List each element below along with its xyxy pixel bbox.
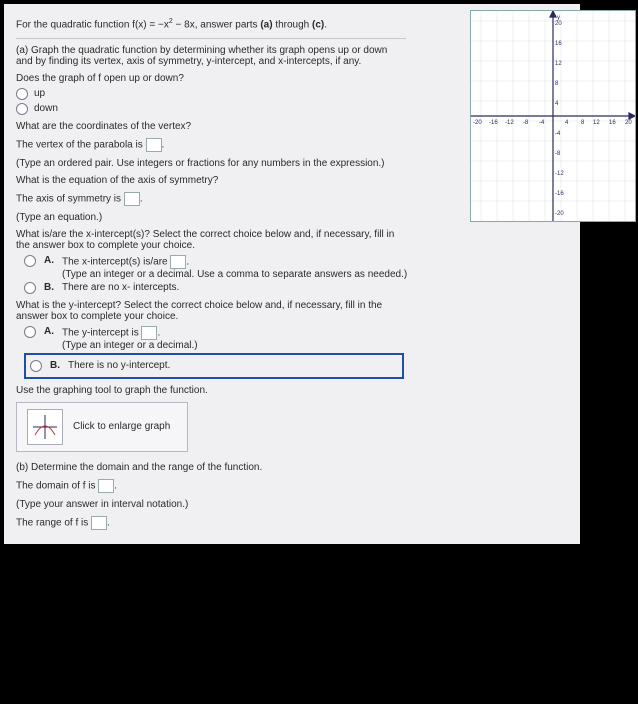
choice-label: A. — [44, 326, 54, 351]
yint-a-hint: (Type an integer or a decimal.) — [62, 340, 570, 351]
svg-text:16: 16 — [555, 41, 562, 47]
yint-choice-b-selected[interactable]: B. There is no y-intercept. — [24, 353, 404, 379]
domain-text: The domain of f is — [16, 480, 95, 491]
svg-text:-12: -12 — [505, 120, 514, 126]
radio-icon — [16, 88, 28, 100]
radio-label: up — [34, 88, 45, 99]
radio-icon — [24, 282, 36, 294]
graph-thumbnail-icon — [27, 409, 63, 445]
choice-label: A. — [44, 255, 54, 280]
enlarge-graph-button[interactable]: Click to enlarge graph — [16, 402, 188, 452]
svg-text:12: 12 — [555, 61, 562, 67]
axis-hint: (Type an equation.) — [16, 212, 396, 223]
part-a-intro: (a) Graph the quadratic function by dete… — [16, 45, 396, 67]
xint-a-hint: (Type an integer or a decimal. Use a com… — [62, 269, 570, 280]
axis-line-text: The axis of symmetry is — [16, 193, 121, 204]
domain-input[interactable] — [98, 479, 114, 493]
vertex-line-text: The vertex of the parabola is — [16, 139, 143, 150]
svg-text:-16: -16 — [555, 191, 564, 197]
radio-icon — [24, 326, 36, 338]
domain-hint: (Type your answer in interval notation.) — [16, 499, 396, 510]
yint-b-text: There is no y-intercept. — [68, 360, 398, 372]
domain-line: The domain of f is . — [16, 479, 396, 493]
x-intercept-question: What is/are the x-intercept(s)? Select t… — [16, 229, 396, 251]
vertex-hint: (Type an ordered pair. Use integers or f… — [16, 158, 396, 169]
axis-input[interactable] — [124, 192, 140, 206]
coordinate-graph[interactable]: y 2016 128 4 -4-8 -12-16 -20 -20-16 -12-… — [470, 10, 636, 222]
svg-text:12: 12 — [593, 120, 600, 126]
svg-text:-8: -8 — [523, 120, 529, 126]
question-stem: For the quadratic function f(x) = −x2 − … — [16, 18, 396, 32]
graph-tool-instruction: Use the graphing tool to graph the funct… — [16, 385, 396, 396]
yint-a-text: The y-intercept is — [62, 327, 139, 338]
svg-text:-16: -16 — [489, 120, 498, 126]
svg-text:-20: -20 — [555, 211, 564, 217]
radio-icon — [16, 103, 28, 115]
yint-input[interactable] — [141, 326, 157, 340]
svg-text:-20: -20 — [473, 120, 482, 126]
axis-question: What is the equation of the axis of symm… — [16, 175, 396, 186]
axis-answer-line: The axis of symmetry is . — [16, 192, 396, 206]
range-line: The range of f is . — [16, 516, 396, 530]
xint-choice-b[interactable]: B. There are no x- intercepts. — [24, 282, 570, 294]
xint-choice-a[interactable]: A. The x-intercept(s) is/are . (Type an … — [24, 255, 570, 280]
vertex-input[interactable] — [146, 138, 162, 152]
svg-text:-4: -4 — [555, 131, 561, 137]
y-intercept-question: What is the y-intercept? Select the corr… — [16, 300, 396, 322]
vertex-answer-line: The vertex of the parabola is . — [16, 138, 396, 152]
enlarge-label: Click to enlarge graph — [73, 421, 170, 432]
range-input[interactable] — [91, 516, 107, 530]
open-up-down-question: Does the graph of f open up or down? — [16, 73, 396, 84]
xint-b-text: There are no x- intercepts. — [62, 282, 570, 294]
divider — [16, 38, 406, 39]
choice-label: B. — [50, 360, 60, 372]
range-text: The range of f is — [16, 517, 88, 528]
radio-label: down — [34, 103, 58, 114]
choice-label: B. — [44, 282, 54, 294]
yint-choice-a[interactable]: A. The y-intercept is . (Type an integer… — [24, 326, 570, 351]
svg-text:-8: -8 — [555, 151, 561, 157]
xint-a-text: The x-intercept(s) is/are — [62, 256, 168, 267]
worksheet-page: y 2016 128 4 -4-8 -12-16 -20 -20-16 -12-… — [4, 4, 580, 544]
xint-input[interactable] — [170, 255, 186, 269]
svg-text:20: 20 — [625, 120, 632, 126]
svg-text:20: 20 — [555, 21, 562, 27]
radio-icon — [24, 255, 36, 267]
vertex-question: What are the coordinates of the vertex? — [16, 121, 396, 132]
svg-text:-12: -12 — [555, 171, 564, 177]
svg-text:-4: -4 — [539, 120, 545, 126]
part-b: (b) Determine the domain and the range o… — [16, 462, 396, 473]
radio-icon — [30, 360, 42, 372]
svg-text:16: 16 — [609, 120, 616, 126]
